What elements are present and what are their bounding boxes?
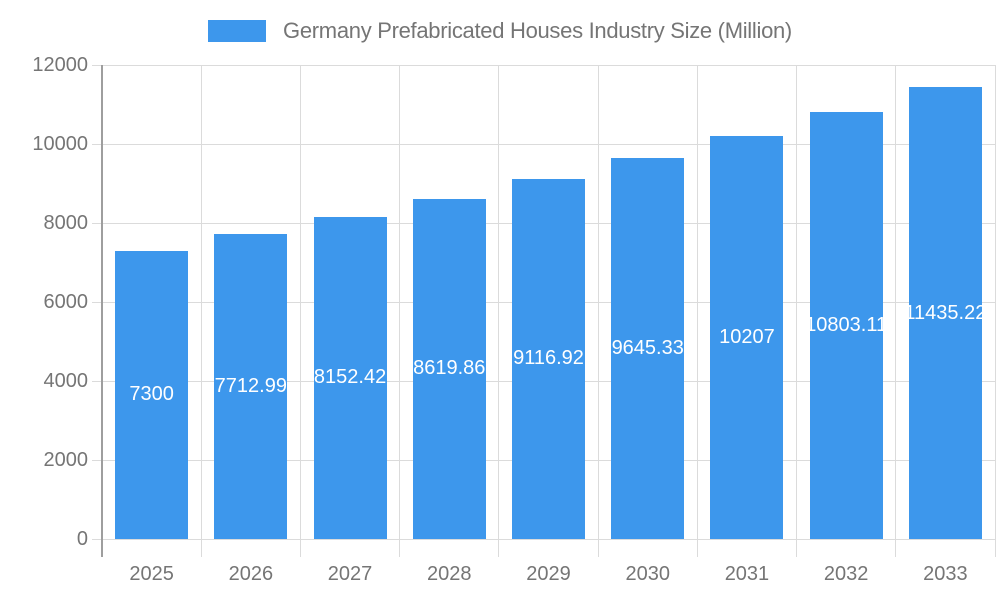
x-tick-label: 2029: [526, 563, 571, 585]
bar[interactable]: 10207: [710, 135, 784, 539]
bar[interactable]: 8152.42: [313, 216, 387, 539]
y-tick-label: 4000: [43, 370, 89, 392]
y-tick-label: 2000: [43, 449, 89, 471]
x-tick-label: 2025: [129, 563, 174, 585]
y-axis-tick: [92, 64, 102, 66]
x-tick-label: 2030: [625, 563, 670, 585]
x-axis-tick: [299, 539, 301, 557]
x-tick-label: 2032: [823, 563, 869, 585]
bar[interactable]: 8619.86: [412, 198, 486, 539]
x-tick-label: 2028: [427, 563, 472, 585]
gridline-vertical: [200, 65, 202, 539]
bar[interactable]: 9645.33: [611, 158, 685, 539]
y-axis-tick: [92, 143, 102, 145]
gridline-horizontal: [102, 64, 995, 66]
x-tick-label: 2026: [228, 563, 274, 585]
gridline-horizontal: [102, 538, 995, 540]
bar-value-label: 7712.99: [214, 375, 287, 398]
x-tick-label: 2031: [724, 563, 770, 585]
bar-value-label: 10803.11: [809, 314, 883, 337]
gridline-vertical: [399, 65, 401, 539]
gridline-vertical: [796, 65, 798, 539]
chart-legend: Germany Prefabricated Houses Industry Si…: [0, 16, 1000, 46]
bar-value-label: 9645.33: [611, 336, 684, 359]
y-axis-tick: [92, 459, 102, 461]
legend-label: Germany Prefabricated Houses Industry Si…: [283, 18, 792, 43]
x-tick-label: 2027: [327, 563, 373, 585]
x-axis-tick: [895, 539, 897, 557]
bar-value-label: 9116.92: [513, 347, 584, 370]
y-axis-tick: [92, 538, 102, 540]
y-axis-tick: [92, 222, 102, 224]
x-axis-tick: [994, 539, 996, 557]
x-axis-tick: [200, 539, 202, 557]
y-tick-label: 10000: [32, 133, 88, 155]
gridline-vertical: [498, 65, 500, 539]
gridline-vertical: [994, 65, 996, 539]
y-tick-label: 6000: [43, 291, 89, 313]
gridline-vertical: [597, 65, 599, 539]
gridline-vertical: [696, 65, 698, 539]
x-axis-tick: [498, 539, 500, 557]
y-axis-tick: [92, 380, 102, 382]
x-axis-tick: [696, 539, 698, 557]
x-axis-tick: [597, 539, 599, 557]
bar-value-label: 8619.86: [413, 357, 486, 380]
y-tick-label: 0: [76, 528, 88, 550]
bar[interactable]: 7712.99: [214, 234, 288, 539]
x-tick-label: 2033: [923, 563, 968, 585]
x-axis-tick: [796, 539, 798, 557]
gridline-vertical: [895, 65, 897, 539]
bar[interactable]: 9116.92: [512, 178, 585, 539]
y-tick-label: 12000: [32, 54, 88, 76]
bar-value-label: 7300: [129, 383, 174, 406]
x-axis-tick: [399, 539, 401, 557]
y-tick-label: 8000: [43, 212, 89, 234]
bar-value-label: 10207: [719, 325, 775, 348]
gridline-horizontal: [102, 143, 995, 145]
y-axis-tick: [92, 301, 102, 303]
gridline-vertical: [299, 65, 301, 539]
bar[interactable]: 10803.11: [809, 112, 883, 539]
y-axis-line: [101, 65, 103, 557]
bar-value-label: 8152.42: [313, 366, 387, 389]
bar[interactable]: 7300: [115, 250, 189, 539]
legend-swatch-icon: [208, 20, 267, 42]
